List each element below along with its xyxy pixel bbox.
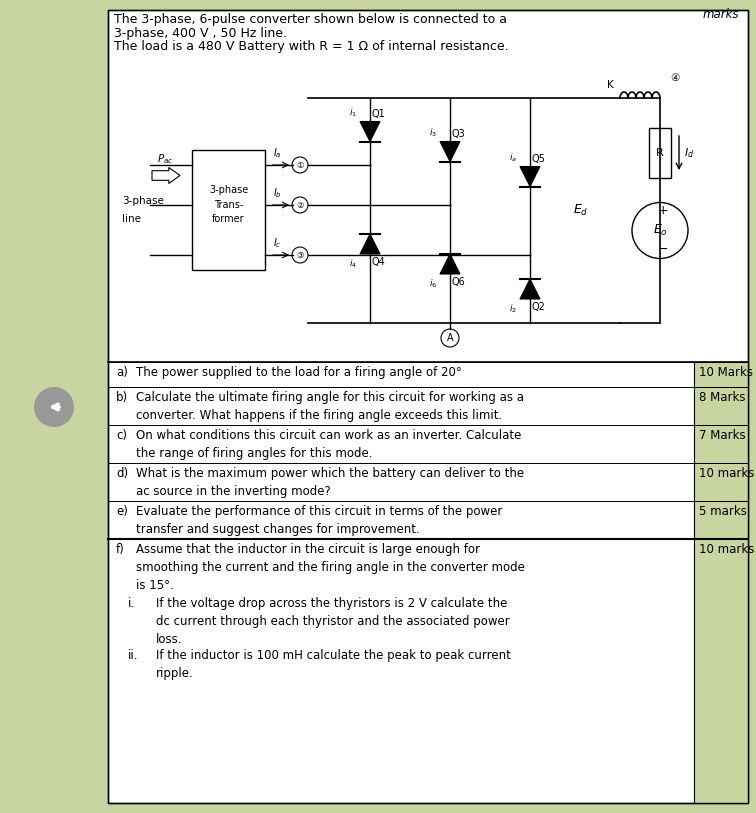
Text: 5 marks: 5 marks [699, 505, 747, 518]
Text: The load is a 480 V Battery with R = 1 Ω of internal resistance.: The load is a 480 V Battery with R = 1 Ω… [114, 40, 509, 53]
Polygon shape [520, 279, 540, 299]
Text: ②: ② [296, 201, 304, 210]
Bar [192, 150, 265, 270]
Text: Assume that the inductor in the circuit is large enough for
smoothing the curren: Assume that the inductor in the circuit … [136, 543, 525, 592]
Circle shape [441, 329, 459, 347]
Text: c): c) [116, 429, 127, 442]
Text: $i_4$: $i_4$ [349, 257, 357, 269]
Text: former: former [212, 214, 245, 224]
Text: $E_d$: $E_d$ [573, 203, 589, 218]
Text: 3-phase: 3-phase [209, 185, 248, 195]
Bar [108, 10, 748, 803]
Text: $i_1$: $i_1$ [349, 106, 357, 119]
Polygon shape [520, 167, 540, 186]
Circle shape [292, 247, 308, 263]
Bar [694, 362, 748, 803]
Text: $P_{ac}$: $P_{ac}$ [157, 152, 174, 166]
Text: Q6: Q6 [452, 277, 466, 287]
Text: a): a) [116, 366, 128, 379]
Polygon shape [440, 254, 460, 274]
Bar [108, 10, 748, 803]
Text: If the voltage drop across the thyristors is 2 V calculate the
dc current throug: If the voltage drop across the thyristor… [156, 597, 510, 646]
Text: The 3-phase, 6-pulse converter shown below is connected to a: The 3-phase, 6-pulse converter shown bel… [114, 13, 507, 26]
Text: $E_o$: $E_o$ [652, 223, 668, 238]
Text: Q1: Q1 [372, 108, 386, 119]
Text: If the inductor is 100 mH calculate the peak to peak current
ripple.: If the inductor is 100 mH calculate the … [156, 649, 511, 680]
Circle shape [292, 157, 308, 173]
Text: ii.: ii. [128, 649, 138, 662]
Polygon shape [360, 234, 380, 254]
Text: The power supplied to the load for a firing angle of 20°: The power supplied to the load for a fir… [136, 366, 462, 379]
Text: What is the maximum power which the battery can deliver to the
ac source in the : What is the maximum power which the batt… [136, 467, 524, 498]
Polygon shape [152, 167, 180, 184]
Text: marks: marks [703, 8, 739, 21]
Text: $I_a$: $I_a$ [273, 146, 281, 160]
Text: 10 marks: 10 marks [699, 543, 754, 556]
Text: Q5: Q5 [532, 154, 546, 163]
Text: d): d) [116, 467, 128, 480]
Text: 7 Marks: 7 Marks [699, 429, 745, 442]
Text: e): e) [116, 505, 128, 518]
Text: $i_6$: $i_6$ [429, 277, 437, 289]
Text: $i_a$: $i_a$ [509, 151, 517, 163]
Text: Q4: Q4 [372, 257, 386, 267]
Circle shape [632, 202, 688, 259]
Text: 10 Marks: 10 Marks [699, 366, 753, 379]
Text: R: R [656, 148, 664, 158]
Text: 10 marks: 10 marks [699, 467, 754, 480]
Text: f): f) [116, 543, 125, 556]
Polygon shape [360, 121, 380, 141]
Text: $i_3$: $i_3$ [429, 126, 437, 138]
Polygon shape [440, 141, 460, 162]
Text: 3-phase, 400 V , 50 Hz line.: 3-phase, 400 V , 50 Hz line. [114, 27, 287, 40]
Circle shape [34, 387, 74, 427]
Text: −: − [658, 243, 668, 256]
Text: Calculate the ultimate firing angle for this circuit for working as a
converter.: Calculate the ultimate firing angle for … [136, 391, 524, 422]
Text: Q2: Q2 [532, 302, 546, 312]
Text: Q3: Q3 [452, 128, 466, 138]
Bar [649, 128, 671, 178]
Text: b): b) [116, 391, 128, 404]
Text: Evaluate the performance of this circuit in terms of the power
transfer and sugg: Evaluate the performance of this circuit… [136, 505, 503, 536]
Text: $I_b$: $I_b$ [273, 186, 282, 200]
Text: 3-phase: 3-phase [122, 195, 164, 206]
Text: K: K [606, 80, 613, 90]
Text: $I_c$: $I_c$ [273, 237, 281, 250]
Text: ③: ③ [296, 250, 304, 259]
Text: On what conditions this circuit can work as an inverter. Calculate
the range of : On what conditions this circuit can work… [136, 429, 522, 460]
Bar [0, 0, 108, 813]
Text: +: + [658, 204, 668, 217]
Text: $i_2$: $i_2$ [509, 302, 517, 315]
Text: Trans-: Trans- [214, 200, 243, 210]
Circle shape [292, 197, 308, 213]
Text: $I_d$: $I_d$ [684, 146, 694, 160]
Text: i.: i. [128, 597, 135, 610]
Text: line: line [122, 214, 141, 224]
Text: ④: ④ [670, 73, 679, 83]
Text: 8 Marks: 8 Marks [699, 391, 745, 404]
Text: A: A [447, 333, 454, 343]
Text: ①: ① [296, 160, 304, 169]
